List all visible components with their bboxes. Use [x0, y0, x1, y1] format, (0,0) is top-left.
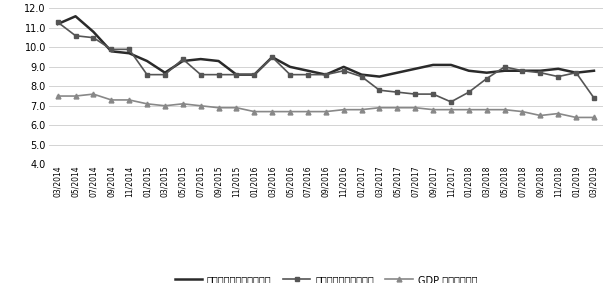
人均累计可支配收入增速: [590, 69, 597, 72]
人均累计消费支出增速: [483, 77, 490, 80]
人均累计消费支出增速: [322, 73, 329, 76]
人均累计消费支出增速: [215, 73, 222, 76]
人均累计可支配收入增速: [483, 71, 490, 74]
GDP 同比实际增速: [143, 102, 150, 106]
人均累计可支配收入增速: [340, 65, 347, 68]
人均累计可支配收入增速: [537, 69, 544, 72]
人均累计可支配收入增速: [572, 71, 580, 74]
人均累计消费支出增速: [590, 96, 597, 100]
人均累计可支配收入增速: [376, 75, 383, 78]
人均累计消费支出增速: [304, 73, 312, 76]
人均累计可支配收入增速: [125, 52, 133, 55]
人均累计可支配收入增速: [447, 63, 454, 67]
GDP 同比实际增速: [161, 104, 169, 108]
GDP 同比实际增速: [465, 108, 473, 112]
Line: 人均累计消费支出增速: 人均累计消费支出增速: [55, 20, 596, 104]
人均累计可支配收入增速: [72, 15, 79, 18]
人均累计可支配收入增速: [108, 50, 115, 53]
GDP 同比实际增速: [537, 114, 544, 117]
GDP 同比实际增速: [233, 106, 240, 110]
人均累计消费支出增速: [179, 57, 186, 61]
人均累计可支配收入增速: [429, 63, 437, 67]
人均累计消费支出增速: [555, 75, 562, 78]
人均累计可支配收入增速: [412, 67, 419, 70]
GDP 同比实际增速: [286, 110, 294, 113]
GDP 同比实际增速: [358, 108, 365, 112]
人均累计消费支出增速: [161, 73, 169, 76]
GDP 同比实际增速: [483, 108, 490, 112]
人均累计消费支出增速: [233, 73, 240, 76]
人均累计可支配收入增速: [519, 69, 526, 72]
GDP 同比实际增速: [251, 110, 258, 113]
GDP 同比实际增速: [429, 108, 437, 112]
人均累计消费支出增速: [412, 93, 419, 96]
人均累计可支配收入增速: [233, 73, 240, 76]
GDP 同比实际增速: [125, 98, 133, 102]
人均累计可支配收入增速: [215, 59, 222, 63]
GDP 同比实际增速: [322, 110, 329, 113]
GDP 同比实际增速: [572, 116, 580, 119]
人均累计可支配收入增速: [465, 69, 473, 72]
人均累计消费支出增速: [54, 20, 62, 24]
人均累计消费支出增速: [447, 100, 454, 104]
GDP 同比实际增速: [501, 108, 509, 112]
人均累计消费支出增速: [251, 73, 258, 76]
GDP 同比实际增速: [555, 112, 562, 115]
GDP 同比实际增速: [90, 93, 97, 96]
Legend: 人均累计可支配收入增速, 人均累计消费支出增速, GDP 同比实际增速: 人均累计可支配收入增速, 人均累计消费支出增速, GDP 同比实际增速: [175, 275, 477, 283]
人均累计消费支出增速: [501, 65, 509, 68]
人均累计消费支出增速: [340, 69, 347, 72]
人均累计可支配收入增速: [393, 71, 401, 74]
人均累计消费支出增速: [572, 71, 580, 74]
人均累计消费支出增速: [72, 34, 79, 37]
人均累计可支配收入增速: [286, 65, 294, 68]
GDP 同比实际增速: [108, 98, 115, 102]
人均累计可支配收入增速: [197, 57, 205, 61]
人均累计消费支出增速: [197, 73, 205, 76]
GDP 同比实际增速: [179, 102, 186, 106]
人均累计消费支出增速: [393, 91, 401, 94]
人均累计消费支出增速: [108, 48, 115, 51]
人均累计消费支出增速: [519, 69, 526, 72]
GDP 同比实际增速: [304, 110, 312, 113]
GDP 同比实际增速: [72, 94, 79, 98]
人均累计可支配收入增速: [90, 30, 97, 33]
GDP 同比实际增速: [412, 106, 419, 110]
人均累计可支配收入增速: [179, 59, 186, 63]
GDP 同比实际增速: [393, 106, 401, 110]
人均累计消费支出增速: [125, 48, 133, 51]
人均累计可支配收入增速: [501, 69, 509, 72]
人均累计消费支出增速: [537, 71, 544, 74]
GDP 同比实际增速: [197, 104, 205, 108]
GDP 同比实际增速: [590, 116, 597, 119]
GDP 同比实际增速: [269, 110, 276, 113]
人均累计可支配收入增速: [251, 73, 258, 76]
人均累计消费支出增速: [286, 73, 294, 76]
人均累计可支配收入增速: [54, 22, 62, 26]
人均累计消费支出增速: [269, 55, 276, 59]
人均累计消费支出增速: [429, 93, 437, 96]
GDP 同比实际增速: [54, 94, 62, 98]
人均累计可支配收入增速: [358, 73, 365, 76]
GDP 同比实际增速: [519, 110, 526, 113]
Line: 人均累计可支配收入增速: 人均累计可支配收入增速: [58, 16, 594, 77]
人均累计可支配收入增速: [322, 73, 329, 76]
GDP 同比实际增速: [376, 106, 383, 110]
人均累计可支配收入增速: [555, 67, 562, 70]
人均累计消费支出增速: [90, 36, 97, 39]
人均累计可支配收入增速: [143, 59, 150, 63]
人均累计可支配收入增速: [161, 71, 169, 74]
人均累计消费支出增速: [376, 89, 383, 92]
人均累计消费支出增速: [143, 73, 150, 76]
GDP 同比实际增速: [447, 108, 454, 112]
GDP 同比实际增速: [215, 106, 222, 110]
Line: GDP 同比实际增速: GDP 同比实际增速: [55, 92, 596, 120]
GDP 同比实际增速: [340, 108, 347, 112]
人均累计可支配收入增速: [304, 69, 312, 72]
人均累计可支配收入增速: [269, 55, 276, 59]
人均累计消费支出增速: [465, 91, 473, 94]
人均累计消费支出增速: [358, 75, 365, 78]
